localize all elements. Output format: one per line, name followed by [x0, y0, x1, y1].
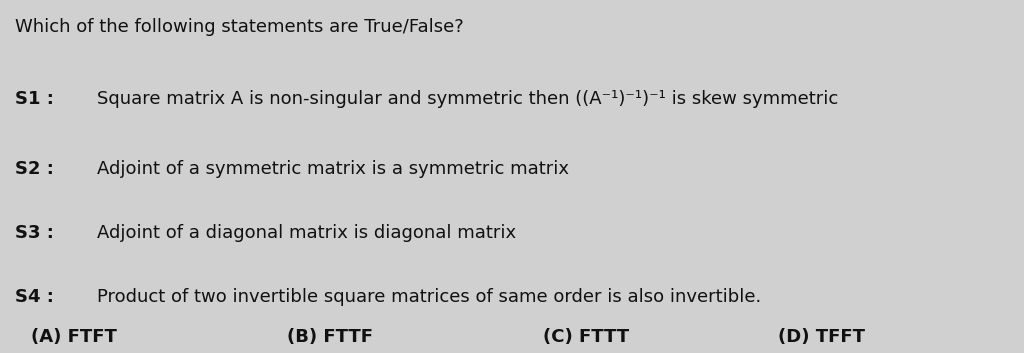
- Text: Which of the following statements are True/False?: Which of the following statements are Tr…: [15, 18, 464, 36]
- Text: S1 :: S1 :: [15, 90, 54, 108]
- Text: S4 :: S4 :: [15, 288, 54, 305]
- Text: (B) FTTF: (B) FTTF: [287, 328, 373, 346]
- Text: Adjoint of a diagonal matrix is diagonal matrix: Adjoint of a diagonal matrix is diagonal…: [97, 224, 516, 242]
- Text: (C) FTTT: (C) FTTT: [543, 328, 629, 346]
- Text: (D) TFFT: (D) TFFT: [778, 328, 865, 346]
- Text: S3 :: S3 :: [15, 224, 54, 242]
- Text: (A) FTFT: (A) FTFT: [31, 328, 117, 346]
- Text: Adjoint of a symmetric matrix is a symmetric matrix: Adjoint of a symmetric matrix is a symme…: [97, 161, 569, 178]
- Text: Product of two invertible square matrices of same order is also invertible.: Product of two invertible square matrice…: [97, 288, 762, 305]
- Text: S2 :: S2 :: [15, 161, 54, 178]
- Text: Square matrix A is non-singular and symmetric then ((A⁻¹)⁻¹)⁻¹ is skew symmetric: Square matrix A is non-singular and symm…: [97, 90, 839, 108]
